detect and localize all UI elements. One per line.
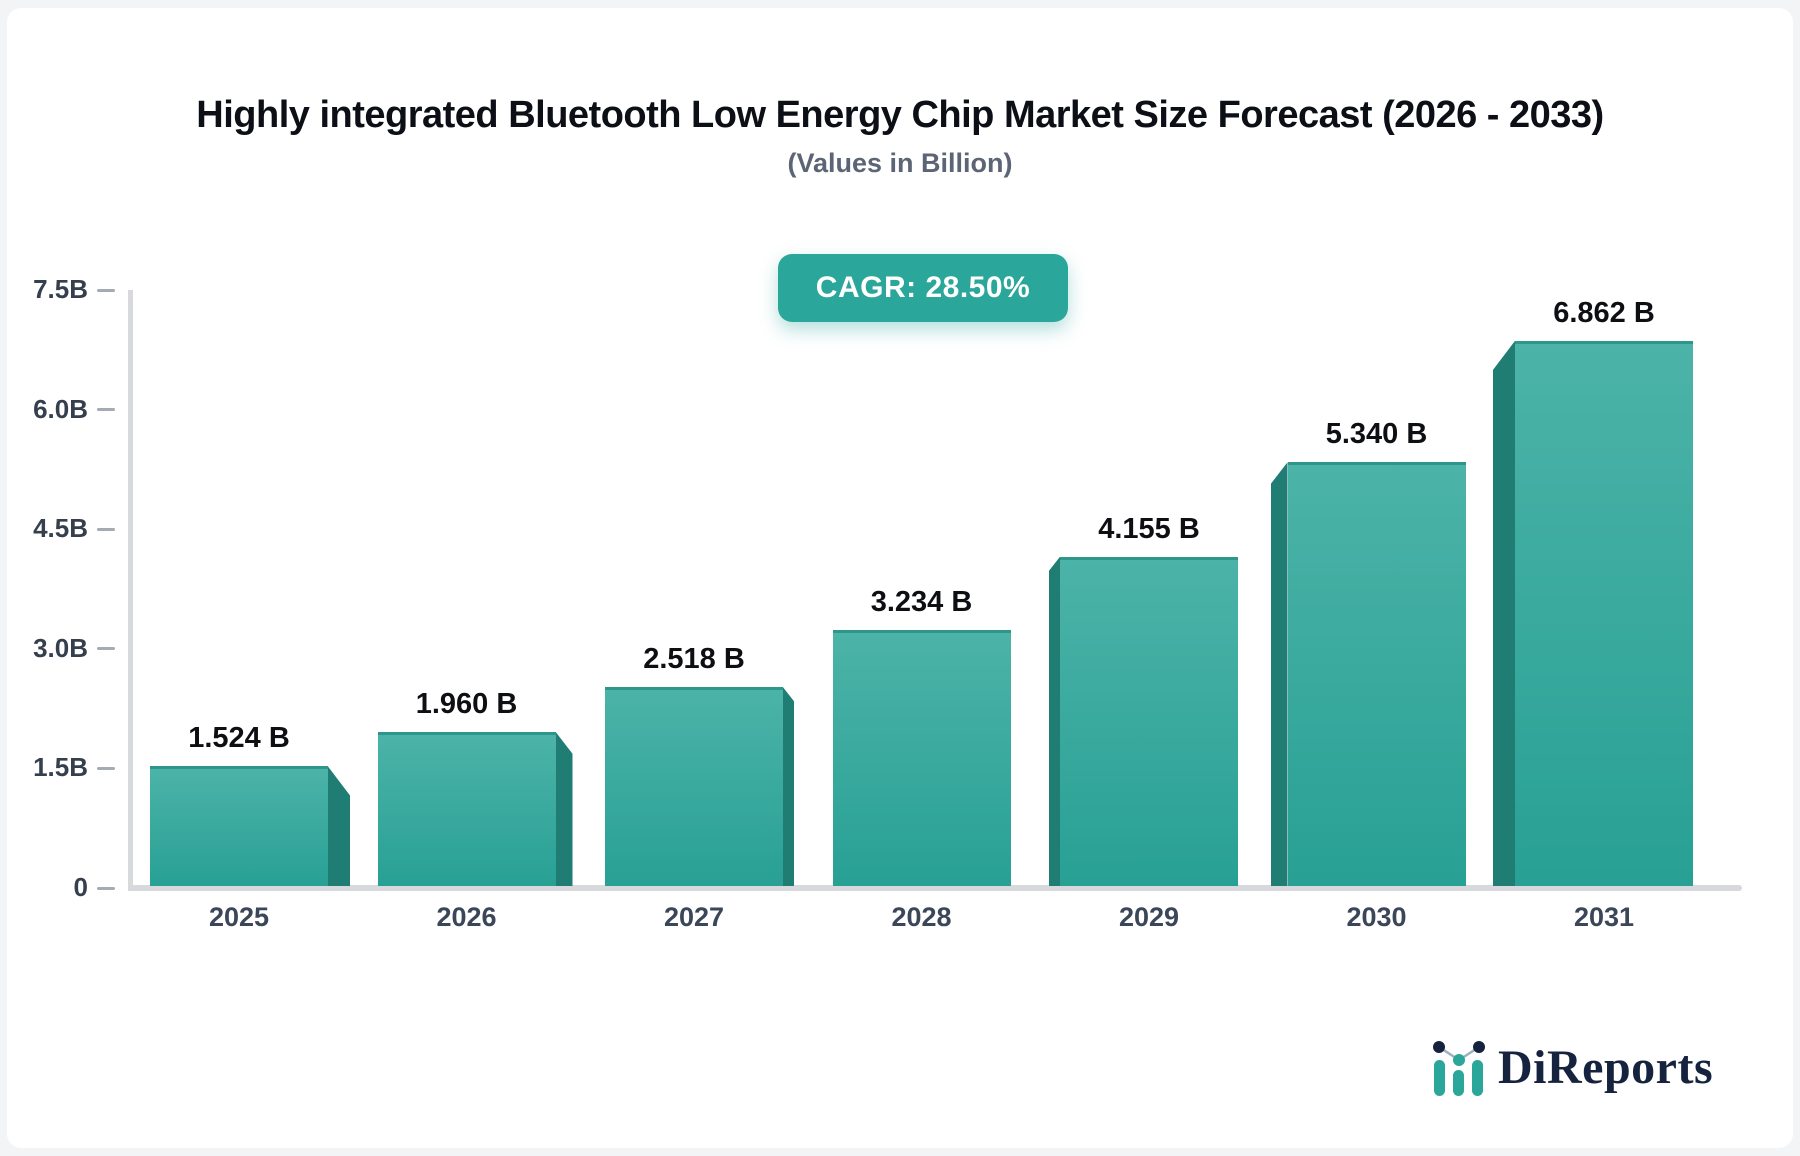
bar-value-label: 3.234 B — [870, 586, 973, 619]
bar — [832, 630, 1011, 886]
bar-chart-trend-icon — [1433, 1041, 1485, 1096]
brand-name: DiReports — [1498, 1040, 1714, 1094]
bar-side-panel — [1049, 556, 1060, 886]
bar-side-panel — [1493, 340, 1515, 886]
y-axis-tick — [97, 647, 115, 651]
x-axis-label: 2026 — [436, 902, 497, 932]
chart-title: Highly integrated Bluetooth Low Energy C… — [196, 94, 1604, 136]
y-axis-label: 3.0B — [33, 632, 88, 663]
bar — [1515, 340, 1693, 886]
bar — [605, 687, 783, 886]
y-axis-label: 0 — [73, 872, 88, 902]
cagr-badge: CAGR: 28.50% — [778, 254, 1068, 322]
bar — [1287, 462, 1466, 886]
y-axis-line — [128, 290, 133, 891]
bar-value-label: 4.155 B — [1098, 512, 1200, 545]
y-axis-label: 4.5B — [33, 513, 88, 544]
bar-value-label: 6.862 B — [1553, 296, 1655, 329]
x-axis-label: 2025 — [208, 902, 270, 932]
x-axis-label: 2027 — [663, 902, 725, 932]
bar — [377, 731, 556, 886]
y-axis-tick — [97, 408, 115, 412]
y-axis-label: 1.5B — [33, 752, 88, 783]
bar-value-label: 5.340 B — [1325, 418, 1428, 451]
y-axis-tick — [97, 527, 115, 531]
bar — [1060, 556, 1238, 886]
x-axis-label: 2031 — [1573, 902, 1635, 932]
x-axis-label: 2028 — [891, 902, 952, 932]
bar-side-panel — [555, 731, 573, 886]
bar — [150, 766, 328, 886]
x-axis-line — [128, 885, 1742, 891]
x-axis-label: 2030 — [1346, 902, 1407, 932]
y-axis-tick — [97, 766, 115, 770]
bar-side-panel — [1270, 462, 1288, 886]
bar-side-panel — [783, 687, 794, 886]
x-axis-label: 2029 — [1118, 902, 1180, 932]
bar-value-label: 2.518 B — [643, 643, 745, 676]
bar-value-label: 1.960 B — [415, 687, 518, 720]
bar-side-panel — [328, 766, 350, 886]
y-axis-tick — [97, 288, 115, 292]
y-axis-label: 7.5B — [33, 274, 88, 304]
brand-logo: DiReports — [1426, 1034, 1713, 1100]
y-axis-tick — [97, 886, 115, 890]
chart-subtitle: (Values in Billion) — [787, 148, 1013, 178]
bar-value-label: 1.524 B — [188, 722, 290, 755]
y-axis-label: 6.0B — [33, 393, 88, 424]
